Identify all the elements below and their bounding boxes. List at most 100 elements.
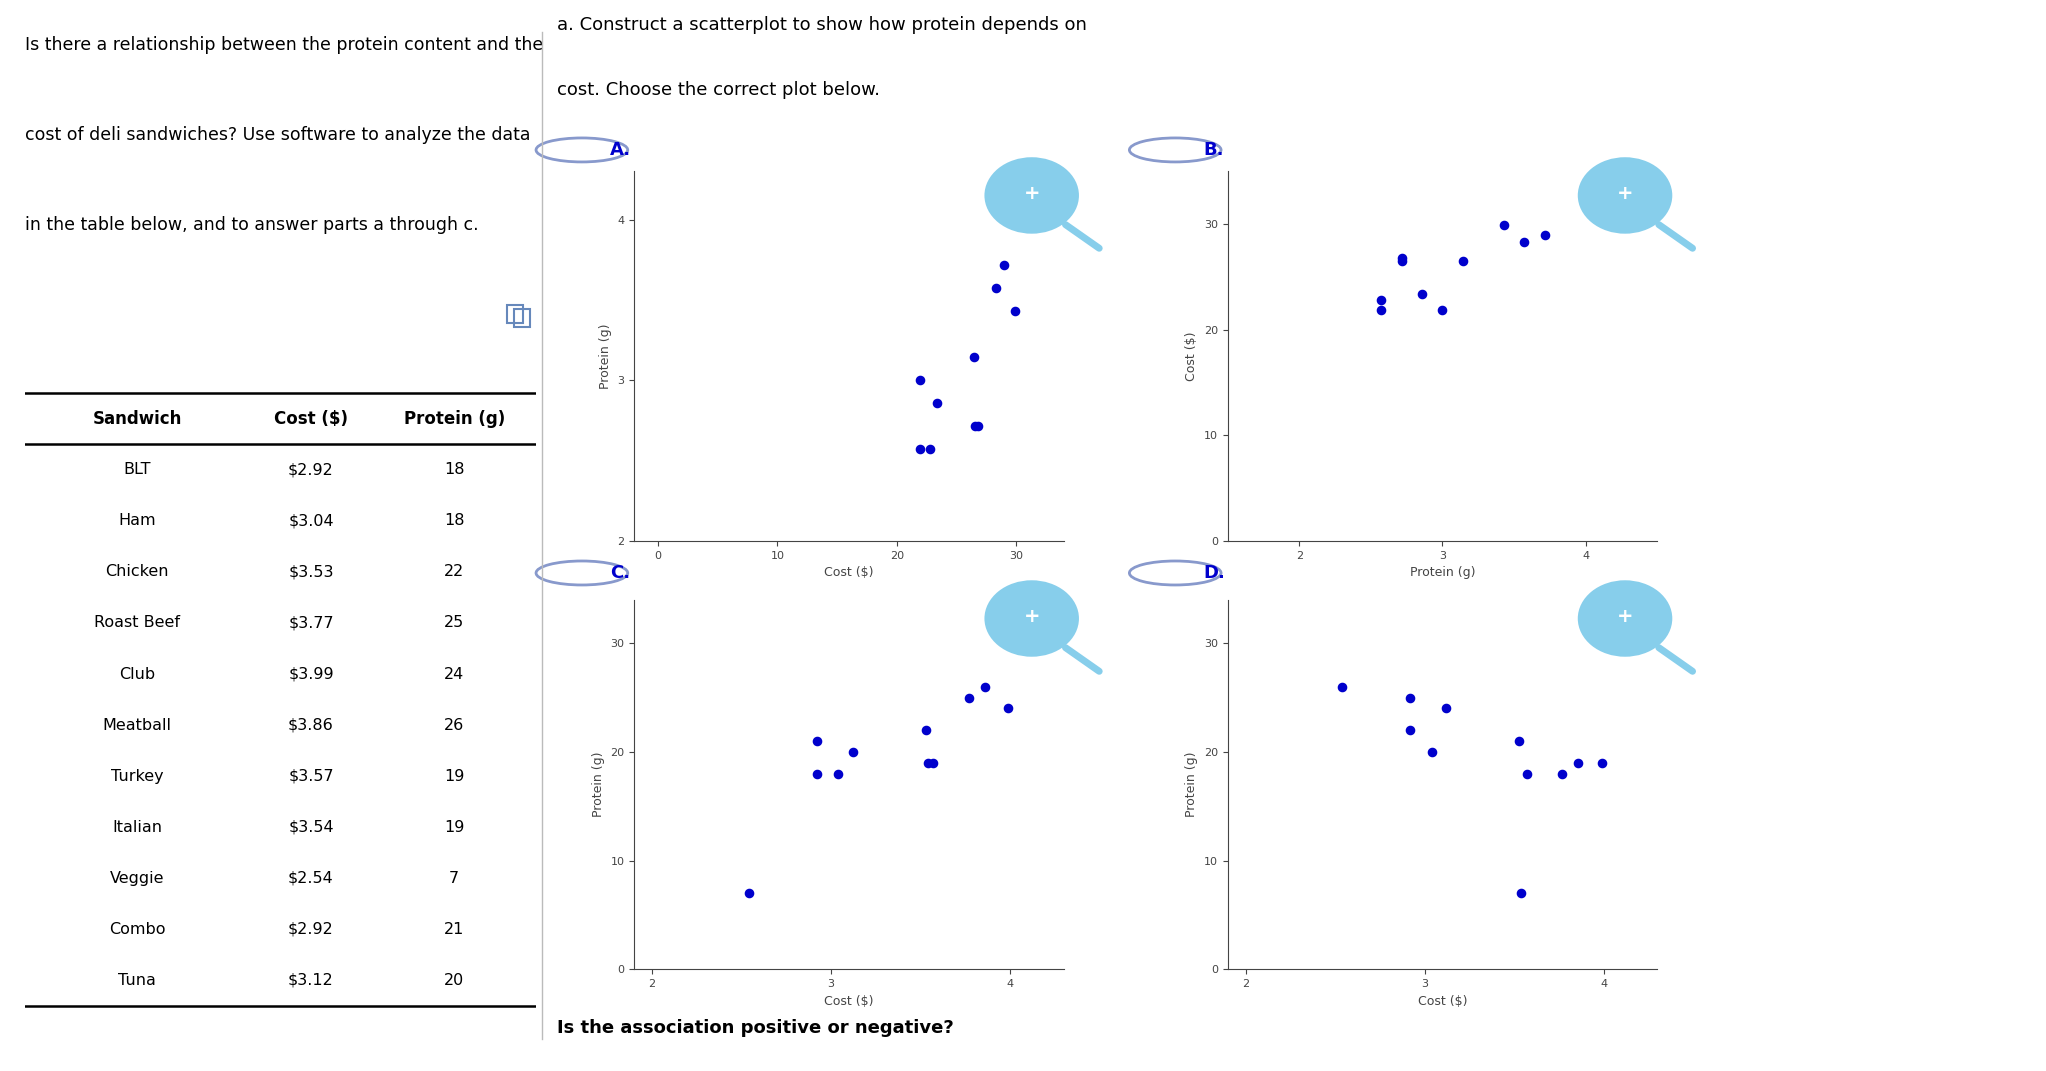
Circle shape [984,157,1078,233]
Text: $3.99: $3.99 [288,666,333,681]
Point [915,440,947,457]
Point [800,765,833,782]
Text: B.: B. [1203,141,1224,159]
Text: Is the association positive or negative?: Is the association positive or negative? [557,1020,953,1037]
Text: $2.54: $2.54 [288,871,333,886]
Point [1563,754,1596,771]
Point [988,257,1021,274]
Point [822,765,855,782]
Text: 20: 20 [444,972,464,987]
Point [1393,689,1426,706]
Text: Turkey: Turkey [110,769,164,784]
Text: Chicken: Chicken [104,564,170,579]
Y-axis label: Protein (g): Protein (g) [599,323,612,389]
Point [1528,227,1561,244]
Point [970,678,1003,695]
Text: D.: D. [1203,564,1226,582]
Text: 19: 19 [444,769,464,784]
Text: 18: 18 [444,463,464,478]
Point [870,693,902,710]
Text: $3.04: $3.04 [288,513,333,528]
Point [902,372,935,389]
Text: Italian: Italian [113,819,162,834]
Text: $2.92: $2.92 [288,922,333,937]
Text: +: + [1616,184,1633,203]
Text: +: + [1023,184,1039,203]
Point [1447,253,1479,270]
Text: 24: 24 [444,666,464,681]
Text: $3.77: $3.77 [288,616,333,631]
Point [921,394,953,411]
Point [837,743,870,760]
Text: 22: 22 [444,564,464,579]
Point [800,733,833,750]
Text: 18: 18 [444,513,464,528]
Text: 21: 21 [444,922,464,937]
X-axis label: Cost ($): Cost ($) [825,567,874,579]
Text: $2.92: $2.92 [288,463,333,478]
Text: 19: 19 [444,819,464,834]
Text: C.: C. [610,564,630,582]
Point [992,699,1025,716]
Text: $3.86: $3.86 [288,718,333,733]
Y-axis label: Cost ($): Cost ($) [1185,331,1199,381]
Circle shape [1577,157,1672,233]
Text: cost of deli sandwiches? Use software to analyze the data: cost of deli sandwiches? Use software to… [25,126,530,145]
Text: A.: A. [610,141,630,159]
Point [1140,331,1172,348]
Text: Protein (g): Protein (g) [403,410,505,427]
Point [1426,301,1459,318]
Point [1586,754,1618,771]
Point [960,418,992,435]
Point [917,754,949,771]
Text: +: + [1023,607,1039,627]
Point [913,754,945,771]
Circle shape [984,580,1078,657]
Text: Cost ($): Cost ($) [274,410,348,427]
Text: Ham: Ham [119,513,155,528]
Text: Tuna: Tuna [119,972,155,987]
Text: 25: 25 [444,616,464,631]
X-axis label: Cost ($): Cost ($) [825,995,874,1008]
Text: Veggie: Veggie [110,871,164,886]
Y-axis label: Protein (g): Protein (g) [1185,752,1199,817]
Circle shape [1577,580,1672,657]
X-axis label: Cost ($): Cost ($) [1418,995,1467,1008]
Point [1508,233,1541,251]
Point [902,440,935,457]
Point [1365,291,1397,308]
Text: Sandwich: Sandwich [92,410,182,427]
Text: $3.12: $3.12 [288,972,333,987]
Point [1487,216,1520,233]
Point [1385,252,1418,269]
Text: 26: 26 [444,718,464,733]
Point [732,885,765,902]
Point [1406,285,1438,302]
Y-axis label: Protein (g): Protein (g) [591,752,606,817]
Point [998,303,1031,320]
Point [1430,699,1463,716]
Point [1504,733,1537,750]
Text: BLT: BLT [123,463,151,478]
Text: Roast Beef: Roast Beef [94,616,180,631]
Text: a. Construct a scatterplot to show how protein depends on: a. Construct a scatterplot to show how p… [557,16,1086,34]
Point [980,280,1013,297]
Point [910,722,943,739]
Point [1547,765,1580,782]
Text: $3.54: $3.54 [288,819,333,834]
Point [953,689,986,706]
Point [1393,722,1426,739]
Text: Is there a relationship between the protein content and the: Is there a relationship between the prot… [25,36,542,55]
Point [1510,765,1543,782]
Text: Combo: Combo [108,922,166,937]
X-axis label: Protein (g): Protein (g) [1410,567,1475,579]
Text: 7: 7 [450,871,458,886]
Point [1506,885,1539,902]
Point [1416,743,1449,760]
Point [962,418,994,435]
Text: in the table below, and to answer parts a through c.: in the table below, and to answer parts … [25,216,479,235]
Text: Club: Club [119,666,155,681]
Text: $3.53: $3.53 [288,564,333,579]
Text: Meatball: Meatball [102,718,172,733]
Text: +: + [1616,607,1633,627]
